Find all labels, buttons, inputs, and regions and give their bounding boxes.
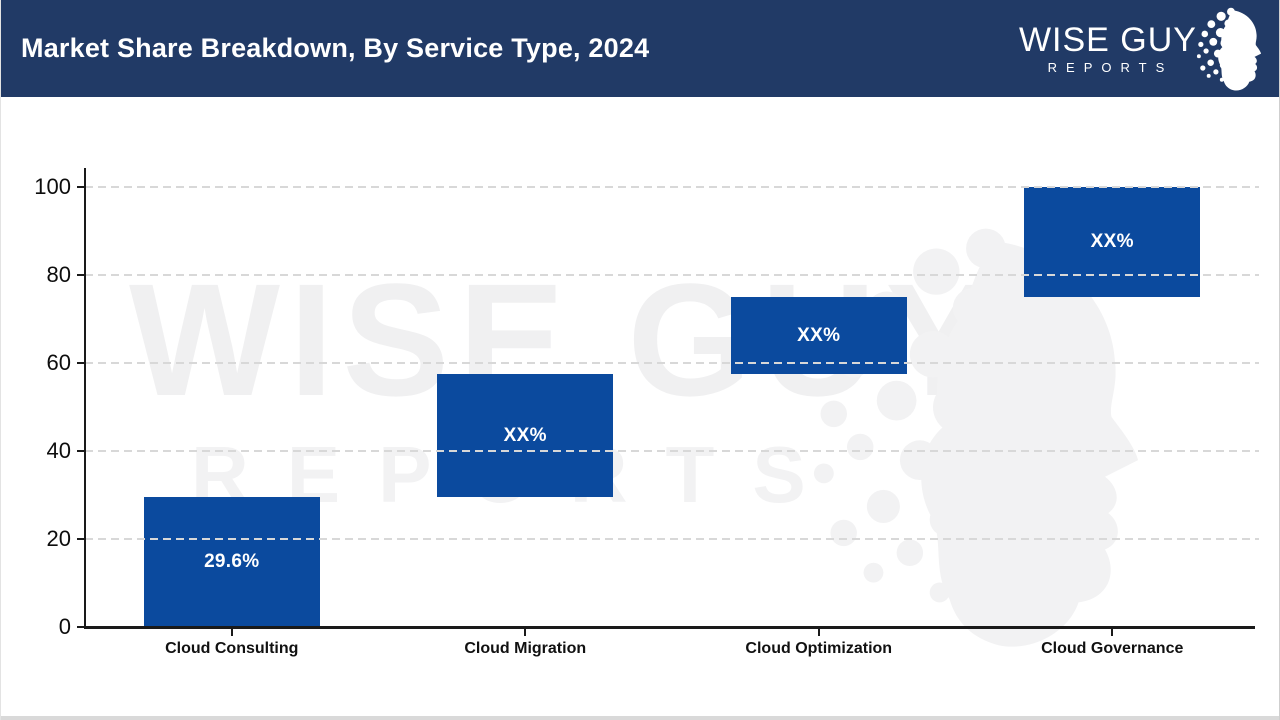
chart-title: Market Share Breakdown, By Service Type,… bbox=[21, 33, 650, 63]
wise-guy-logo: WISE GUY REPORTS bbox=[1019, 6, 1265, 92]
gridline bbox=[85, 186, 1259, 189]
logo-face-icon bbox=[1193, 6, 1265, 92]
x-tick-mark bbox=[1111, 629, 1114, 636]
logo-wordmark-main: WISE GUY bbox=[1018, 20, 1197, 59]
bar-cloud-governance: XX% bbox=[1024, 187, 1201, 298]
x-tick-mark bbox=[817, 629, 820, 636]
bar-cloud-migration: XX% bbox=[437, 374, 614, 497]
chart-area: WISE GUY REPORTS 29.6%Cloud ConsultingXX… bbox=[1, 97, 1279, 716]
gridline bbox=[85, 450, 1259, 453]
y-tick-label: 20 bbox=[46, 526, 71, 552]
gridline bbox=[85, 538, 1259, 541]
x-tick-label: Cloud Consulting bbox=[165, 640, 299, 657]
x-tick-mark bbox=[524, 629, 527, 636]
x-tick-label: Cloud Migration bbox=[464, 640, 587, 657]
y-tick-label: 0 bbox=[58, 614, 71, 639]
bar-value-label: 29.6% bbox=[204, 550, 260, 572]
y-tick-mark bbox=[77, 274, 84, 277]
x-tick-label: Cloud Optimization bbox=[745, 640, 893, 657]
y-tick-mark bbox=[77, 362, 84, 365]
y-tick-mark bbox=[77, 626, 84, 628]
y-tick-mark bbox=[77, 450, 84, 453]
x-axis-line bbox=[84, 626, 1255, 629]
x-tick-label: Cloud Governance bbox=[1041, 640, 1184, 657]
y-tick-label: 80 bbox=[46, 262, 71, 288]
y-tick-mark bbox=[77, 538, 84, 541]
gridline bbox=[85, 274, 1259, 277]
y-axis-line bbox=[84, 168, 86, 629]
bar-value-label: XX% bbox=[797, 324, 841, 346]
bar-cloud-optimization: XX% bbox=[730, 297, 907, 375]
logo-wordmark-sub: REPORTS bbox=[1047, 59, 1174, 75]
bar-cloud-consulting: 29.6% bbox=[143, 496, 320, 627]
y-tick-label: 40 bbox=[46, 438, 71, 464]
x-tick-mark bbox=[230, 629, 233, 636]
bottom-divider bbox=[1, 716, 1279, 720]
bar-value-label: XX% bbox=[1090, 231, 1134, 253]
y-tick-label: 60 bbox=[46, 350, 71, 376]
bar-value-label: XX% bbox=[503, 424, 547, 446]
y-tick-mark bbox=[77, 186, 84, 189]
y-tick-label: 100 bbox=[34, 174, 71, 200]
gridline bbox=[85, 362, 1259, 365]
header: Market Share Breakdown, By Service Type,… bbox=[1, 0, 1279, 97]
logo-wordmark: WISE GUY REPORTS bbox=[1019, 23, 1197, 75]
